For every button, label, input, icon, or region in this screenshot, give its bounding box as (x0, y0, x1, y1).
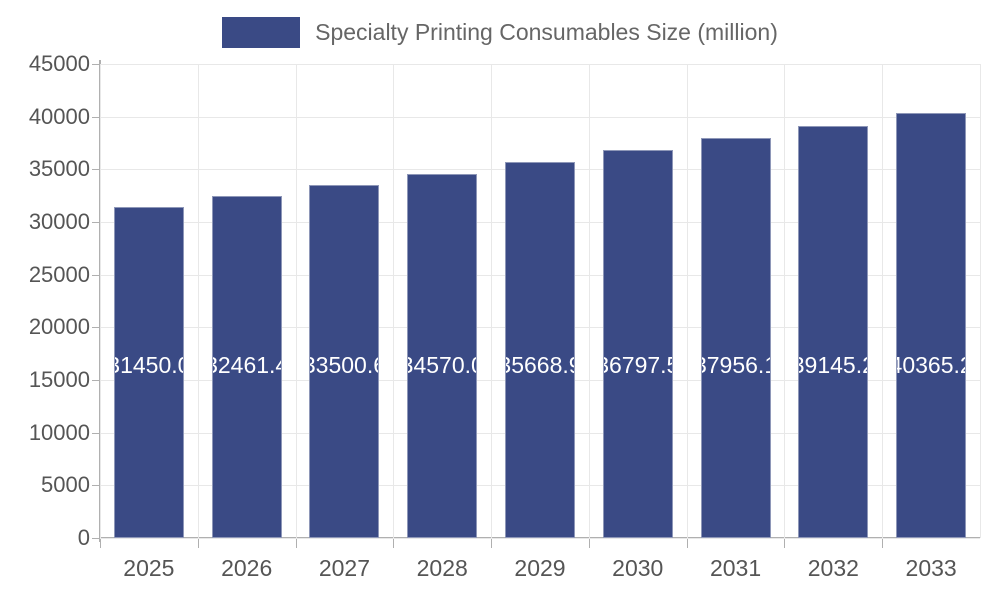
x-axis-tick-mark (882, 539, 884, 548)
bar-value-label: 35668.9 (506, 351, 574, 378)
x-axis-tick-label: 2028 (416, 555, 468, 581)
bar[interactable]: 35668.9 (505, 162, 575, 538)
x-axis-tick-label: 2032 (807, 555, 859, 581)
x-axis-tick-mark (686, 539, 688, 548)
y-axis-tick-mark (92, 432, 101, 434)
bar[interactable]: 37956.1 (700, 138, 771, 538)
x-axis-tick-mark (295, 539, 297, 548)
gridline-vertical (491, 64, 493, 538)
x-axis-tick-mark (491, 539, 493, 548)
gridline-vertical (197, 64, 199, 538)
x-axis-tick-mark (588, 539, 590, 548)
y-axis-tick-mark (92, 485, 101, 487)
y-axis-tick-label: 25000 (28, 261, 90, 287)
bar[interactable]: 31450.0 (113, 206, 184, 538)
gridline-vertical (100, 64, 101, 538)
gridline-vertical (588, 64, 590, 538)
y-axis-tick-label: 45000 (28, 51, 90, 76)
bar-value-label: 40365.2 (897, 351, 965, 378)
plot-area: 31450.0 32461.4 33500.6 34570.0 35668.9 36797… (100, 64, 981, 539)
legend-swatch-specialty-printing-consumables (222, 16, 301, 48)
y-axis-tick-mark (92, 327, 101, 329)
x-axis-tick-label: 2025 (123, 555, 175, 581)
y-axis-tick-mark (92, 64, 101, 65)
gridline-horizontal (100, 538, 980, 539)
chart-legend: Specialty Printing Consumables Size (mil… (0, 10, 1000, 54)
x-axis-tick-label: 2027 (318, 555, 371, 581)
y-axis-tick-label: 5000 (41, 472, 90, 498)
y-axis-tick-label: 20000 (28, 314, 90, 340)
y-axis-tick-mark (92, 116, 101, 118)
bar[interactable]: 40365.2 (896, 112, 967, 538)
bar[interactable]: 36797.5 (602, 150, 673, 538)
bar-value-label: 37956.1 (702, 351, 770, 378)
y-axis-tick-label: 0 (77, 525, 90, 550)
legend-label-specialty-printing-consumables: Specialty Printing Consumables Size (mil… (315, 18, 778, 45)
bar[interactable]: 39145.2 (798, 125, 869, 538)
y-axis-tick-label: 40000 (28, 103, 90, 129)
x-axis-tick-label: 2029 (514, 555, 566, 581)
y-axis-tick-labels: 0 5000 10000 15000 20000 25000 30000 35000 40000… (0, 0, 101, 600)
bar-series: 31450.0 32461.4 33500.6 34570.0 35668.9 36797… (100, 64, 980, 538)
y-axis-tick-mark (92, 380, 101, 381)
bar[interactable]: 33500.6 (309, 185, 380, 538)
gridline-vertical (980, 64, 981, 538)
x-axis-tick-label: 2033 (905, 555, 957, 581)
y-axis-tick-mark (92, 274, 101, 276)
x-axis-tick-label: 2026 (221, 555, 273, 581)
gridline-vertical (686, 64, 688, 538)
y-axis-tick-mark (92, 222, 101, 223)
y-axis-tick-label: 35000 (28, 156, 90, 182)
y-axis-tick-mark (92, 538, 101, 539)
gridline-horizontal (100, 64, 980, 65)
bar[interactable]: 34570.0 (407, 173, 478, 538)
y-axis-tick-label: 30000 (28, 209, 90, 234)
x-axis-tick-label: 2031 (709, 555, 762, 581)
x-axis-tick-mark (197, 539, 199, 548)
gridline-vertical (882, 64, 884, 538)
y-axis-tick-mark (92, 169, 101, 171)
bar-value-label: 32461.4 (213, 351, 281, 378)
bar-value-label: 31450.0 (115, 351, 183, 378)
bar-value-label: 33500.6 (310, 351, 378, 378)
gridline-vertical (784, 64, 786, 538)
bar[interactable]: 32461.4 (211, 196, 282, 538)
x-axis-tick-label: 2030 (612, 555, 664, 581)
y-axis-tick-label: 15000 (28, 367, 90, 392)
gridline-vertical (393, 64, 395, 538)
bar-value-label: 39145.2 (799, 351, 867, 378)
gridline-vertical (295, 64, 297, 538)
y-axis-tick-label: 10000 (28, 419, 90, 445)
x-axis-tick-mark (784, 539, 786, 548)
bar-value-label: 34570.0 (408, 351, 476, 378)
x-axis-tick-mark (393, 539, 395, 548)
x-axis-tick-mark (100, 539, 101, 548)
bar-value-label: 36797.5 (604, 351, 672, 378)
gridline-horizontal (100, 116, 980, 118)
